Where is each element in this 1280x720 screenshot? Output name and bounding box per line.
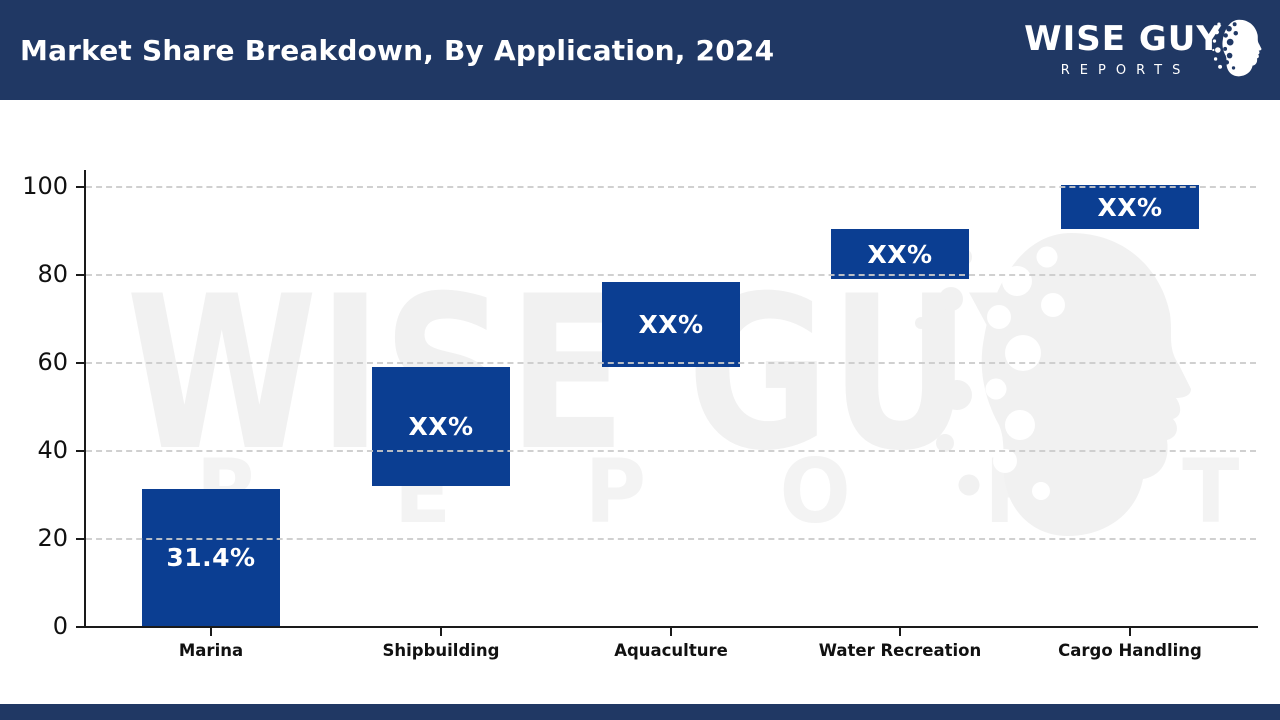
- x-tick-marina: [210, 628, 212, 636]
- gridline-20: [86, 538, 1256, 540]
- bar-marina: 31.4%: [142, 488, 280, 627]
- bar-value-label-shipbuilding: XX%: [408, 412, 474, 442]
- x-category-label-cargo-handling: Cargo Handling: [1058, 641, 1202, 660]
- wiseguy-head-icon: [1210, 19, 1262, 77]
- bar-value-label-aquaculture: XX%: [638, 309, 704, 339]
- bar-value-label-cargo-handling: XX%: [1097, 192, 1163, 222]
- y-tick-60: [76, 362, 84, 364]
- logo-wiseguy-label: WISE GUY: [1024, 19, 1222, 59]
- gridline-100: [86, 186, 1256, 188]
- x-tick-shipbuilding: [440, 628, 442, 636]
- logo-reports-label: REPORTS: [1060, 63, 1191, 78]
- header-bar: Market Share Breakdown, By Application, …: [0, 0, 1280, 100]
- x-category-label-shipbuilding: Shipbuilding: [382, 641, 500, 660]
- y-tick-0: [76, 626, 84, 628]
- x-tick-water-recreation: [899, 628, 901, 636]
- x-tick-cargo-handling: [1129, 628, 1131, 636]
- gridline-60: [86, 362, 1256, 364]
- y-tick-label-60: 60: [37, 348, 68, 376]
- x-category-label-aquaculture: Aquaculture: [614, 641, 728, 660]
- logo-text: WISE GUY REPORTS: [1024, 22, 1222, 78]
- bar-shipbuilding: XX%: [372, 367, 510, 487]
- y-tick-label-20: 20: [37, 524, 68, 552]
- bar-cargo-handling: XX%: [1061, 185, 1199, 229]
- y-tick-label-100: 100: [22, 172, 68, 200]
- gridline-80: [86, 274, 1256, 276]
- y-tick-label-40: 40: [37, 436, 68, 464]
- y-tick-40: [76, 450, 84, 452]
- y-axis-line: [84, 170, 86, 628]
- gridline-40: [86, 450, 1256, 452]
- y-tick-label-0: 0: [52, 612, 68, 640]
- wiseguy-logo: WISE GUY REPORTS: [1024, 16, 1266, 84]
- x-axis-line: [84, 626, 1258, 628]
- y-tick-100: [76, 186, 84, 188]
- x-category-label-water-recreation: Water Recreation: [818, 641, 982, 660]
- footer-bar: [0, 704, 1280, 720]
- bar-aquaculture: XX%: [602, 281, 740, 368]
- y-tick-label-80: 80: [37, 260, 68, 288]
- x-tick-aquaculture: [670, 628, 672, 636]
- y-tick-20: [76, 538, 84, 540]
- bar-value-label-water-recreation: XX%: [867, 239, 933, 269]
- page-title: Market Share Breakdown, By Application, …: [20, 33, 775, 67]
- y-tick-80: [76, 274, 84, 276]
- bar-water-recreation: XX%: [831, 228, 969, 280]
- x-category-label-marina: Marina: [178, 641, 244, 660]
- bar-value-label-marina: 31.4%: [166, 543, 256, 573]
